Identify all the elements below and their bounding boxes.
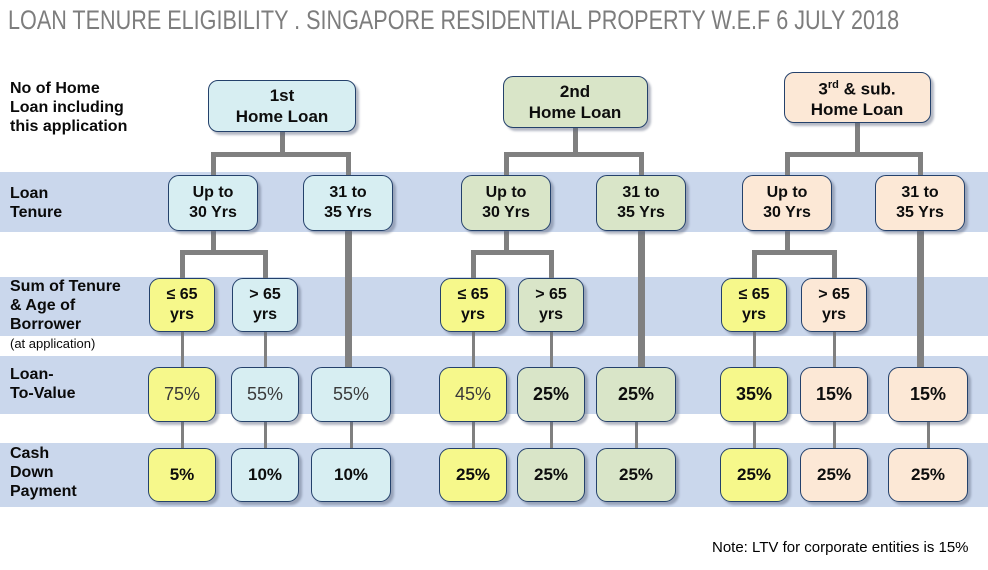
home-loan-box-1st-home-loan: 1st Home Loan — [208, 80, 356, 132]
cash-box-3-1st-home-loan: 10% — [311, 448, 391, 502]
home-loan-box-2nd-home-loan: 2nd Home Loan — [502, 76, 648, 128]
age-box-le65-3rd-home-loan: ≤ 65 yrs — [721, 278, 787, 332]
cash-box-2-2nd-home-loan: 25% — [517, 448, 585, 502]
cash-box-3-3rd-home-loan: 25% — [888, 448, 968, 502]
age-box-le65-2nd-home-loan: ≤ 65 yrs — [440, 278, 506, 332]
connector-stem-3rd-home-loan — [854, 123, 860, 152]
age-box-gt65-3rd-home-loan: > 65 yrs — [801, 278, 867, 332]
connector-thick-3rd-home-loan — [916, 231, 924, 372]
connector-bar2-1st-home-loan — [179, 250, 268, 255]
ltv-box-3-2nd-home-loan: 25% — [596, 367, 676, 422]
connector-stem-2nd-home-loan — [572, 128, 578, 152]
connector-drop-age-right-3rd-home-loan — [831, 250, 837, 278]
label-sum-tenure-age: Sum of Tenure & Age of Borrower — [10, 278, 121, 333]
connector-ltv-cash-2-2nd-home-loan — [549, 422, 553, 450]
connector-drop-left-2nd-home-loan — [503, 152, 509, 175]
label-no-of-home-loan: No of Home Loan including this applicati… — [10, 80, 128, 135]
connector-drop-right-2nd-home-loan — [638, 152, 644, 175]
connector-ltv-cash-1-1st-home-loan — [180, 422, 184, 450]
cash-box-1-3rd-home-loan: 25% — [720, 448, 788, 502]
label-at-application: (at application) — [10, 336, 96, 351]
connector-drop-age-right-2nd-home-loan — [548, 250, 554, 278]
ltv-box-3-1st-home-loan: 55% — [311, 367, 391, 422]
connector-stem-1st-home-loan — [279, 132, 285, 152]
connector-bar2-2nd-home-loan — [470, 250, 554, 255]
connector-ltv-cash-1-3rd-home-loan — [752, 422, 756, 450]
connector-ltv-cash-2-1st-home-loan — [263, 422, 267, 450]
connector-ltv-cash-3-1st-home-loan — [349, 422, 353, 450]
connector-stem2-2nd-home-loan — [503, 231, 509, 250]
connector-drop-right-3rd-home-loan — [917, 152, 923, 175]
ltv-box-1-2nd-home-loan: 45% — [439, 367, 507, 422]
cash-box-2-3rd-home-loan: 25% — [800, 448, 868, 502]
connector-age-ltv-2-3rd-home-loan — [832, 332, 836, 369]
connector-stem2-1st-home-loan — [210, 231, 216, 250]
connector-ltv-cash-3-2nd-home-loan — [634, 422, 638, 450]
ltv-box-1-3rd-home-loan: 35% — [720, 367, 788, 422]
connector-age-ltv-1-2nd-home-loan — [471, 332, 475, 369]
tenure-box-31to35-2nd-home-loan: 31 to 35 Yrs — [596, 175, 686, 231]
connector-drop-age-right-1st-home-loan — [262, 250, 268, 278]
tenure-box-31to35-1st-home-loan: 31 to 35 Yrs — [303, 175, 393, 231]
ltv-box-2-3rd-home-loan: 15% — [800, 367, 868, 422]
page-title: LOAN TENURE ELIGIBILITY . SINGAPORE RESI… — [8, 5, 900, 35]
home-loan-box-3rd-home-loan: 3rd & sub. Home Loan — [783, 72, 931, 123]
age-box-gt65-2nd-home-loan: > 65 yrs — [518, 278, 584, 332]
connector-age-ltv-1-3rd-home-loan — [752, 332, 756, 369]
note-ltv-corporate: Note: LTV for corporate entities is 15% — [712, 539, 969, 556]
age-box-le65-1st-home-loan: ≤ 65 yrs — [149, 278, 215, 332]
connector-age-ltv-2-1st-home-loan — [263, 332, 267, 369]
ltv-box-1-1st-home-loan: 75% — [148, 367, 216, 422]
tenure-box-31to35-3rd-home-loan: 31 to 35 Yrs — [875, 175, 965, 231]
connector-thick-2nd-home-loan — [637, 231, 645, 372]
connector-bar-2nd-home-loan — [503, 152, 644, 157]
tenure-box-upto30-3rd-home-loan: Up to 30 Yrs — [742, 175, 832, 231]
tenure-box-upto30-2nd-home-loan: Up to 30 Yrs — [461, 175, 551, 231]
cash-box-1-2nd-home-loan: 25% — [439, 448, 507, 502]
label-cash-down-payment: Cash Down Payment — [10, 445, 77, 500]
connector-drop-left-3rd-home-loan — [784, 152, 790, 175]
connector-age-ltv-2-2nd-home-loan — [549, 332, 553, 369]
connector-bar-3rd-home-loan — [784, 152, 923, 157]
connector-drop-left-1st-home-loan — [210, 152, 216, 175]
connector-ltv-cash-1-2nd-home-loan — [471, 422, 475, 450]
connector-thick-1st-home-loan — [344, 231, 352, 372]
cash-box-3-2nd-home-loan: 25% — [596, 448, 676, 502]
connector-drop-right-1st-home-loan — [345, 152, 351, 175]
label-loan-to-value: Loan- To-Value — [10, 366, 76, 402]
ltv-box-2-1st-home-loan: 55% — [231, 367, 299, 422]
connector-bar2-3rd-home-loan — [751, 250, 837, 255]
label-loan-tenure: Loan Tenure — [10, 185, 63, 221]
age-box-gt65-1st-home-loan: > 65 yrs — [232, 278, 298, 332]
cash-box-2-1st-home-loan: 10% — [231, 448, 299, 502]
connector-ltv-cash-3-3rd-home-loan — [926, 422, 930, 450]
ltv-box-2-2nd-home-loan: 25% — [517, 367, 585, 422]
tenure-box-upto30-1st-home-loan: Up to 30 Yrs — [168, 175, 258, 231]
connector-ltv-cash-2-3rd-home-loan — [832, 422, 836, 450]
connector-stem2-3rd-home-loan — [784, 231, 790, 250]
connector-drop-age-left-1st-home-loan — [179, 250, 185, 278]
cash-box-1-1st-home-loan: 5% — [148, 448, 216, 502]
connector-drop-age-left-3rd-home-loan — [751, 250, 757, 278]
ltv-box-3-3rd-home-loan: 15% — [888, 367, 968, 422]
connector-drop-age-left-2nd-home-loan — [470, 250, 476, 278]
connector-age-ltv-1-1st-home-loan — [180, 332, 184, 369]
connector-bar-1st-home-loan — [210, 152, 351, 157]
